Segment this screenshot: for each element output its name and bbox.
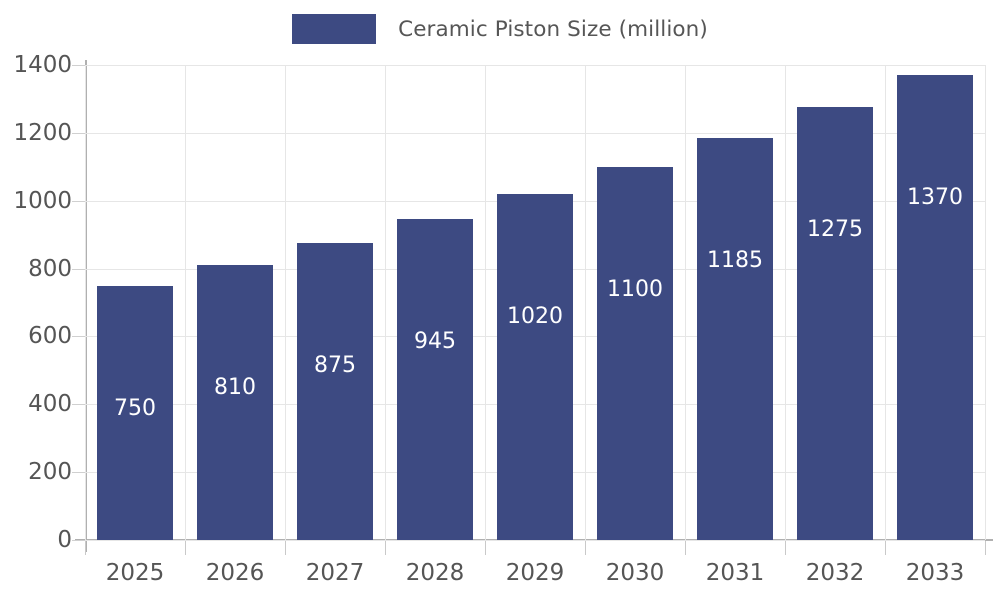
x-axis-tick-label: 2033 xyxy=(905,560,965,586)
x-axis-tick-mark xyxy=(885,541,886,555)
x-axis-tick-mark xyxy=(185,541,186,555)
bar[interactable] xyxy=(97,285,173,540)
gridline-vertical xyxy=(485,65,486,540)
chart-legend: Ceramic Piston Size (million) xyxy=(0,14,1000,44)
y-axis-tick-mark xyxy=(72,336,85,338)
bar-value-label: 750 xyxy=(114,395,156,421)
y-axis-tick-mark xyxy=(72,268,85,270)
gridline-horizontal xyxy=(85,65,985,66)
legend-color-swatch xyxy=(292,14,377,44)
bar-value-label: 945 xyxy=(414,329,456,355)
y-axis-tick-mark xyxy=(72,200,85,202)
gridline-vertical xyxy=(785,65,786,540)
bar[interactable] xyxy=(697,137,773,540)
y-axis-tick-label: 1000 xyxy=(13,187,72,214)
bar-value-label: 1020 xyxy=(507,303,563,329)
bar-value-label: 1100 xyxy=(607,276,663,302)
x-axis-tick-mark xyxy=(585,541,586,555)
y-axis-tick-labels: 0 200 400 600 800 1000 1200 1400 xyxy=(0,0,72,600)
x-axis-tick-mark xyxy=(485,541,486,555)
gridline-vertical xyxy=(585,65,586,540)
bar[interactable] xyxy=(897,75,973,540)
y-axis-tick-label: 200 xyxy=(28,459,72,486)
bar-value-label: 1185 xyxy=(707,247,763,273)
y-axis-tick-label: 400 xyxy=(28,391,72,418)
bar-value-label: 1275 xyxy=(807,217,863,243)
legend-label: Ceramic Piston Size (million) xyxy=(398,16,708,42)
y-axis-tick-label: 800 xyxy=(28,255,72,282)
gridline-vertical xyxy=(385,65,386,540)
gridline-vertical xyxy=(685,65,686,540)
y-axis-tick-mark xyxy=(72,472,85,474)
x-axis-tick-mark xyxy=(385,541,386,555)
x-axis-tick-label: 2028 xyxy=(405,560,465,586)
gridline-horizontal xyxy=(85,540,985,541)
y-axis-tick-mark xyxy=(72,65,85,66)
x-axis-tick-mark xyxy=(85,541,86,555)
y-axis-tick-label: 1400 xyxy=(13,52,72,78)
bar-value-label: 810 xyxy=(214,375,256,401)
gridline-horizontal xyxy=(85,132,985,134)
x-axis-tick-mark xyxy=(285,541,286,555)
x-axis-tick-label: 2029 xyxy=(505,560,565,586)
y-axis-tick-label: 0 xyxy=(57,527,72,553)
y-axis-tick-mark xyxy=(72,404,85,406)
bar[interactable] xyxy=(297,243,373,540)
x-axis-tick-label: 2030 xyxy=(605,560,665,586)
y-axis-tick-mark xyxy=(72,540,85,541)
x-axis-tick-label: 2031 xyxy=(705,560,765,586)
bar-value-label: 875 xyxy=(314,353,356,379)
x-axis-tick-label: 2026 xyxy=(205,560,265,586)
x-axis-tick-mark xyxy=(985,541,986,555)
bar[interactable] xyxy=(597,166,673,540)
gridline-vertical xyxy=(85,65,86,540)
x-axis-tick-label: 2027 xyxy=(305,560,365,586)
plot-area: 750 810 875 945 1020 1100 1185 1275 1370 xyxy=(85,65,986,541)
gridline-vertical xyxy=(885,65,886,540)
gridline-vertical xyxy=(985,65,986,540)
gridline-vertical xyxy=(185,65,186,540)
bar[interactable] xyxy=(797,107,873,540)
legend-entry-ceramic-piston-size[interactable]: Ceramic Piston Size (million) xyxy=(292,14,708,44)
x-axis-tick-label: 2032 xyxy=(805,560,865,586)
bar[interactable] xyxy=(397,219,473,540)
bar-value-label: 1370 xyxy=(907,185,963,211)
y-axis-spine xyxy=(85,60,87,552)
x-axis-tick-mark xyxy=(685,541,686,555)
gridline-vertical xyxy=(285,65,286,540)
y-axis-tick-mark xyxy=(72,132,85,134)
x-axis-tick-label: 2025 xyxy=(105,560,165,586)
bar[interactable] xyxy=(497,193,573,540)
bar[interactable] xyxy=(197,265,273,540)
y-axis-tick-label: 1200 xyxy=(13,119,72,146)
x-axis-tick-mark xyxy=(785,541,786,555)
y-axis-tick-label: 600 xyxy=(28,323,72,350)
